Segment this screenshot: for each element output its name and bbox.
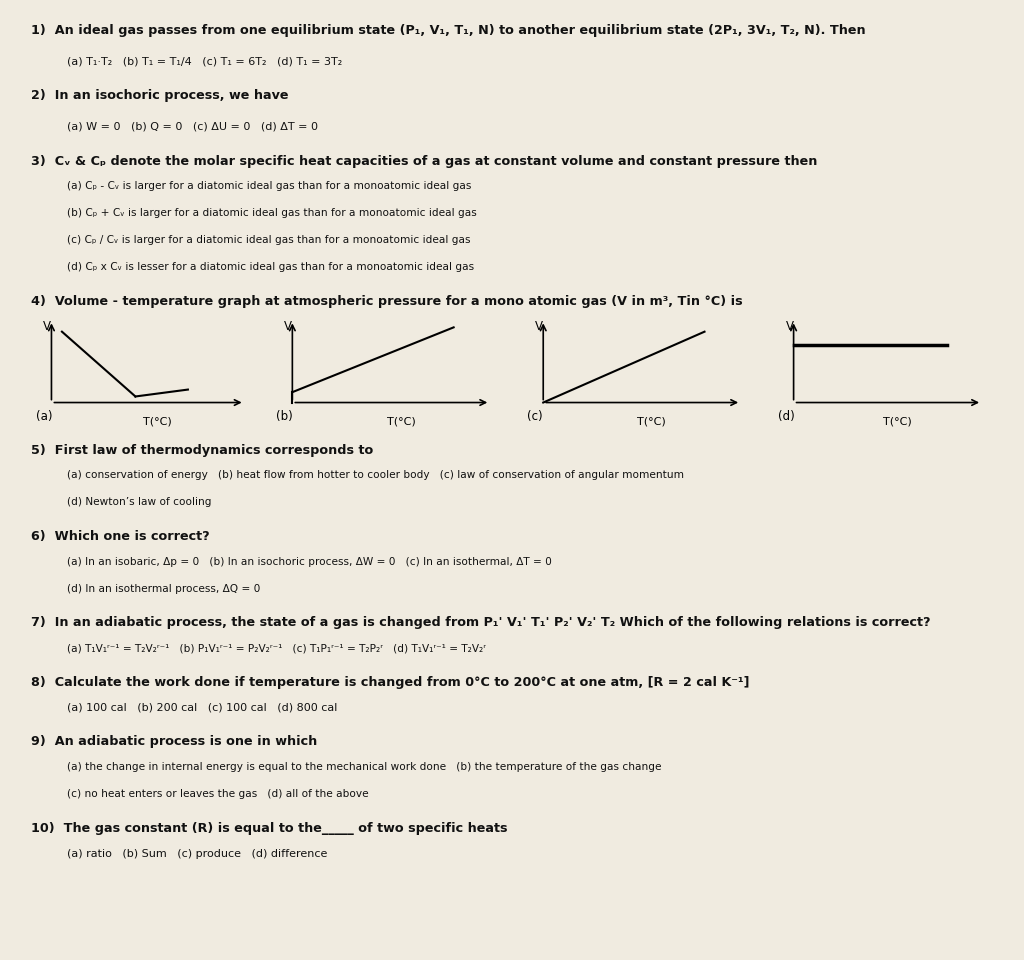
Text: 8)  Calculate the work done if temperature is changed from 0°C to 200°C at one a: 8) Calculate the work done if temperatur… xyxy=(31,676,750,689)
Text: V: V xyxy=(284,320,292,332)
Text: (d) In an isothermal process, ΔQ = 0: (d) In an isothermal process, ΔQ = 0 xyxy=(67,584,260,593)
Text: (a) conservation of energy   (b) heat flow from hotter to cooler body   (c) law : (a) conservation of energy (b) heat flow… xyxy=(67,470,684,480)
Text: 10)  The gas constant (R) is equal to the_____ of two specific heats: 10) The gas constant (R) is equal to the… xyxy=(31,822,507,835)
Text: (a): (a) xyxy=(36,410,52,423)
Text: (a) 100 cal   (b) 200 cal   (c) 100 cal   (d) 800 cal: (a) 100 cal (b) 200 cal (c) 100 cal (d) … xyxy=(67,703,337,712)
Text: 9)  An adiabatic process is one in which: 9) An adiabatic process is one in which xyxy=(31,735,317,749)
Text: (b): (b) xyxy=(276,410,293,423)
Text: (c) Cₚ / Cᵥ is larger for a diatomic ideal gas than for a monoatomic ideal gas: (c) Cₚ / Cᵥ is larger for a diatomic ide… xyxy=(67,235,470,245)
Text: 3)  Cᵥ & Cₚ denote the molar specific heat capacities of a gas at constant volum: 3) Cᵥ & Cₚ denote the molar specific hea… xyxy=(31,155,817,168)
Text: 5)  First law of thermodynamics corresponds to: 5) First law of thermodynamics correspon… xyxy=(31,444,373,457)
Text: (d): (d) xyxy=(778,410,795,423)
Text: (c) no heat enters or leaves the gas   (d) all of the above: (c) no heat enters or leaves the gas (d)… xyxy=(67,789,369,799)
Text: (c): (c) xyxy=(527,410,543,423)
Text: T(°C): T(°C) xyxy=(637,417,667,426)
Text: (a) In an isobaric, Δp = 0   (b) In an isochoric process, ΔW = 0   (c) In an iso: (a) In an isobaric, Δp = 0 (b) In an iso… xyxy=(67,557,552,566)
Text: T(°C): T(°C) xyxy=(883,417,911,426)
Text: (b) Cₚ + Cᵥ is larger for a diatomic ideal gas than for a monoatomic ideal gas: (b) Cₚ + Cᵥ is larger for a diatomic ide… xyxy=(67,208,476,218)
Text: (a) T₁V₁ʳ⁻¹ = T₂V₂ʳ⁻¹   (b) P₁V₁ʳ⁻¹ = P₂V₂ʳ⁻¹   (c) T₁P₁ʳ⁻¹ = T₂P₂ʳ   (d) T₁V₁ʳ⁻: (a) T₁V₁ʳ⁻¹ = T₂V₂ʳ⁻¹ (b) P₁V₁ʳ⁻¹ = P₂V₂… xyxy=(67,643,485,653)
Text: 2)  In an isochoric process, we have: 2) In an isochoric process, we have xyxy=(31,89,288,103)
Text: (a) T₁·T₂   (b) T₁ = T₁/4   (c) T₁ = 6T₂   (d) T₁ = 3T₂: (a) T₁·T₂ (b) T₁ = T₁/4 (c) T₁ = 6T₂ (d)… xyxy=(67,57,342,66)
Text: (a) W = 0   (b) Q = 0   (c) ΔU = 0   (d) ΔT = 0: (a) W = 0 (b) Q = 0 (c) ΔU = 0 (d) ΔT = … xyxy=(67,122,317,132)
Text: (a) the change in internal energy is equal to the mechanical work done   (b) the: (a) the change in internal energy is equ… xyxy=(67,762,662,772)
Text: (d) Cₚ x Cᵥ is lesser for a diatomic ideal gas than for a monoatomic ideal gas: (d) Cₚ x Cᵥ is lesser for a diatomic ide… xyxy=(67,262,474,272)
Text: (d) Newton’s law of cooling: (d) Newton’s law of cooling xyxy=(67,497,211,507)
Text: T(°C): T(°C) xyxy=(386,417,416,426)
Text: (a) Cₚ - Cᵥ is larger for a diatomic ideal gas than for a monoatomic ideal gas: (a) Cₚ - Cᵥ is larger for a diatomic ide… xyxy=(67,181,471,191)
Text: 7)  In an adiabatic process, the state of a gas is changed from P₁' V₁' T₁' P₂' : 7) In an adiabatic process, the state of… xyxy=(31,616,930,630)
Text: V: V xyxy=(785,320,794,332)
Text: (a) ratio   (b) Sum   (c) produce   (d) difference: (a) ratio (b) Sum (c) produce (d) differ… xyxy=(67,849,327,858)
Text: V: V xyxy=(535,320,543,332)
Text: 1)  An ideal gas passes from one equilibrium state (P₁, V₁, T₁, N) to another eq: 1) An ideal gas passes from one equilibr… xyxy=(31,24,865,37)
Text: 6)  Which one is correct?: 6) Which one is correct? xyxy=(31,530,209,543)
Text: T(°C): T(°C) xyxy=(143,417,172,426)
Text: 4)  Volume - temperature graph at atmospheric pressure for a mono atomic gas (V : 4) Volume - temperature graph at atmosph… xyxy=(31,295,742,308)
Text: V: V xyxy=(43,320,51,332)
